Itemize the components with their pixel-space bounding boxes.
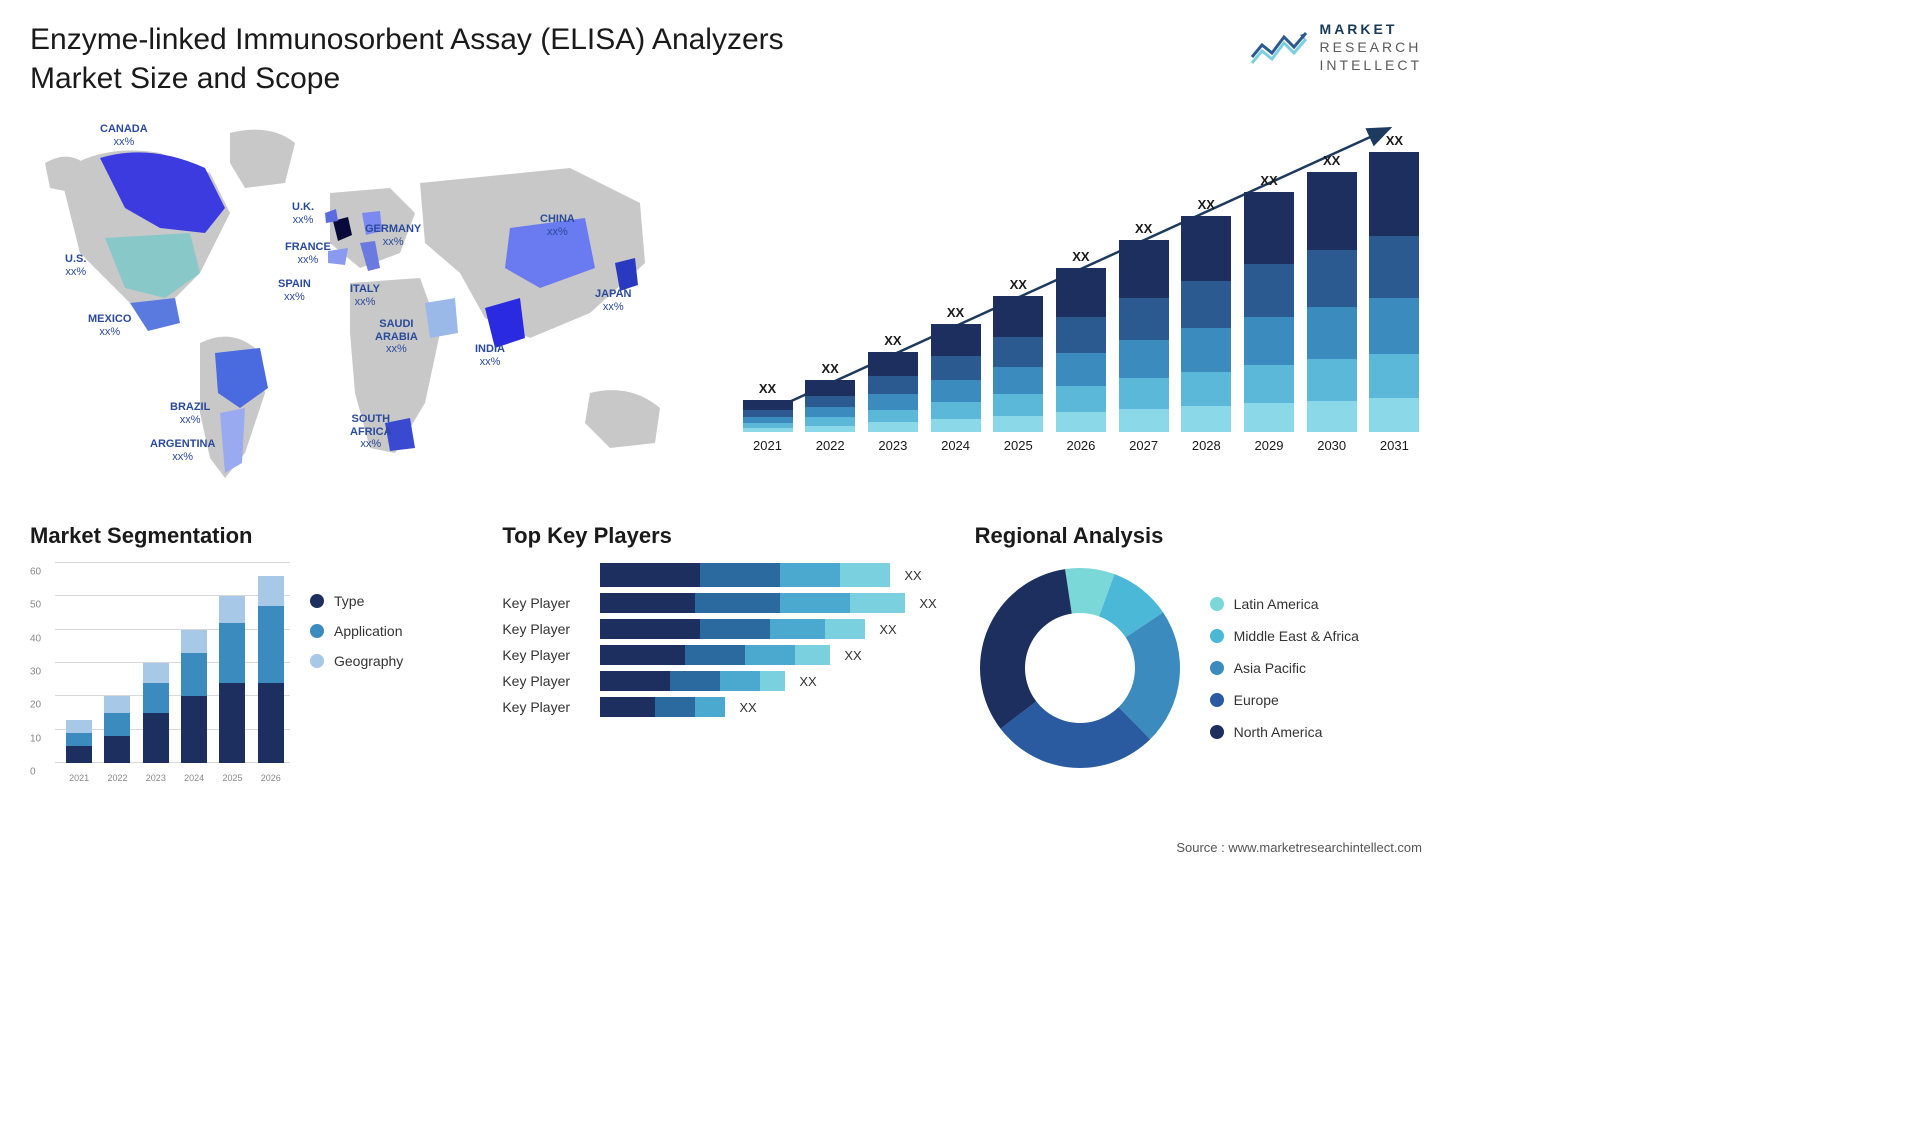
map-label-italy: ITALYxx% — [350, 283, 380, 308]
regional-section: Regional Analysis Latin America Middle Ea… — [975, 523, 1422, 783]
reg-legend-europe: Europe — [1210, 692, 1359, 708]
map-label-south-africa: SOUTHAFRICAxx% — [350, 413, 392, 451]
map-label-france: FRANCExx% — [285, 241, 331, 266]
map-label-brazil: BRAZILxx% — [170, 401, 210, 426]
seg-bar-2025 — [219, 596, 245, 763]
seg-legend-geography: Geography — [310, 653, 403, 669]
seg-bar-2023 — [143, 663, 169, 763]
map-label-germany: GERMANYxx% — [365, 223, 421, 248]
segmentation-section: Market Segmentation 20212022202320242025… — [30, 523, 477, 783]
growth-bar-2025: XX2025 — [991, 277, 1046, 453]
map-label-u-s-: U.S.xx% — [65, 253, 86, 278]
keyplayers-section: Top Key Players XX Key PlayerXX Key Player… — [502, 523, 949, 783]
logo: MARKET RESEARCH INTELLECT — [1250, 20, 1422, 75]
donut-slice-north-america — [980, 569, 1072, 729]
map-label-japan: JAPANxx% — [595, 288, 631, 313]
keyplayer-row-3: Key PlayerXX — [502, 645, 949, 665]
regional-legend: Latin America Middle East & Africa Asia Pa… — [1210, 596, 1359, 740]
seg-legend-application: Application — [310, 623, 403, 639]
page-title: Enzyme-linked Immunosorbent Assay (ELISA… — [30, 20, 810, 98]
reg-legend-latin-america: Latin America — [1210, 596, 1359, 612]
keyplayer-row-1: Key PlayerXX — [502, 593, 949, 613]
logo-icon — [1250, 27, 1310, 67]
map-saudi — [425, 298, 458, 338]
growth-bar-2022: XX2022 — [803, 361, 858, 453]
map-label-saudi-arabia: SAUDIARABIAxx% — [375, 318, 418, 356]
growth-bar-2028: XX2028 — [1179, 197, 1234, 453]
keyplayer-row-2: Key PlayerXX — [502, 619, 949, 639]
seg-bar-2026 — [258, 576, 284, 763]
growth-bar-2024: XX2024 — [928, 305, 983, 453]
map-spain — [328, 248, 348, 265]
seg-bar-2022 — [104, 696, 130, 763]
growth-bar-2026: XX2026 — [1053, 249, 1108, 453]
segmentation-chart: 202120222023202420252026 0102030405060 — [30, 563, 290, 783]
map-label-spain: SPAINxx% — [278, 278, 311, 303]
logo-text-3: INTELLECT — [1320, 56, 1422, 74]
growth-bar-2029: XX2029 — [1242, 173, 1297, 453]
segmentation-legend: Type Application Geography — [310, 563, 403, 783]
map-label-mexico: MEXICOxx% — [88, 313, 131, 338]
seg-bar-2021 — [66, 720, 92, 763]
growth-bar-2023: XX2023 — [865, 333, 920, 453]
growth-bar-2021: XX2021 — [740, 381, 795, 453]
keyplayer-row-5: Key PlayerXX — [502, 697, 949, 717]
map-label-argentina: ARGENTINAxx% — [150, 438, 215, 463]
regional-donut — [975, 563, 1185, 773]
keyplayer-row-0: XX — [502, 563, 949, 587]
growth-bar-2030: XX2030 — [1304, 153, 1359, 453]
logo-text-2: RESEARCH — [1320, 38, 1422, 56]
reg-legend-north-america: North America — [1210, 724, 1359, 740]
keyplayer-row-4: Key PlayerXX — [502, 671, 949, 691]
source-attribution: Source : www.marketresearchintellect.com — [1176, 840, 1422, 855]
keyplayers-chart: XX Key PlayerXX Key PlayerXX Key PlayerXX Ke… — [502, 563, 949, 717]
world-map: CANADAxx% U.S.xx% MEXICOxx% BRAZILxx% ARGENT… — [30, 113, 710, 493]
reg-legend-asia-pacific: Asia Pacific — [1210, 660, 1359, 676]
map-label-u-k-: U.K.xx% — [292, 201, 314, 226]
growth-chart: XX2021XX2022XX2023XX2024XX2025XX2026XX20… — [740, 113, 1422, 493]
map-mexico — [130, 298, 180, 331]
growth-bar-2031: XX2031 — [1367, 133, 1422, 453]
logo-text-1: MARKET — [1320, 20, 1422, 38]
map-label-india: INDIAxx% — [475, 343, 505, 368]
reg-legend-middle-east-africa: Middle East & Africa — [1210, 628, 1359, 644]
seg-bar-2024 — [181, 630, 207, 763]
regional-title: Regional Analysis — [975, 523, 1422, 549]
segmentation-title: Market Segmentation — [30, 523, 477, 549]
seg-legend-type: Type — [310, 593, 403, 609]
map-uk — [325, 209, 338, 223]
growth-bar-2027: XX2027 — [1116, 221, 1171, 453]
map-label-canada: CANADAxx% — [100, 123, 148, 148]
map-label-china: CHINAxx% — [540, 213, 575, 238]
keyplayers-title: Top Key Players — [502, 523, 949, 549]
